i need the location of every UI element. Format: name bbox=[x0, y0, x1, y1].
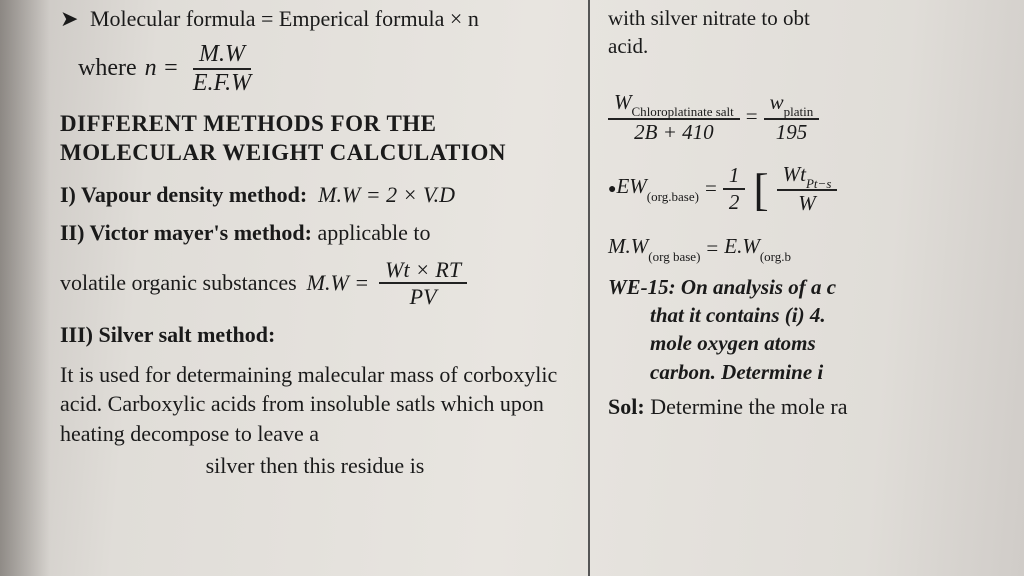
method-1: I) Vapour density method: M.W = 2 × V.D bbox=[60, 182, 570, 208]
ew-symbol: EW bbox=[616, 174, 646, 198]
method-3-label: III) Silver salt method: bbox=[60, 322, 275, 347]
pt-s-sub: Pt−s bbox=[806, 176, 831, 191]
method-1-label: I) Vapour density method: bbox=[60, 182, 307, 207]
method-2: II) Victor mayer's method: applicable to bbox=[60, 220, 570, 246]
wt-pt-fraction: WtPt−s W bbox=[777, 163, 838, 215]
where-n-equation: where n = M.W E.F.W bbox=[78, 42, 570, 96]
wtrt-over-pv-fraction: Wt × RT PV bbox=[379, 258, 467, 308]
w-symbol: w bbox=[770, 90, 784, 114]
volatile-text: volatile organic substances bbox=[60, 270, 297, 296]
fraction-numerator: M.W bbox=[193, 42, 251, 70]
sol-text: Determine the mole ra bbox=[645, 394, 848, 419]
ew-org-base-equation: ●EW(org.base) = 1 2 [ WtPt−s W bbox=[608, 163, 1024, 215]
fraction-numerator: 1 bbox=[723, 164, 746, 189]
worked-example-block: WE-15: On analysis of a c that it contai… bbox=[608, 273, 1024, 386]
frac-left: WChloroplatinate salt 2B + 410 bbox=[608, 91, 740, 143]
where-label: where bbox=[78, 55, 137, 82]
bullet-arrow-icon: ➤ bbox=[60, 6, 78, 31]
page: ➤ Molecular formula = Emperical formula … bbox=[0, 0, 1024, 576]
ew-symbol: E.W bbox=[724, 234, 760, 258]
molecular-formula-line: ➤ Molecular formula = Emperical formula … bbox=[60, 4, 570, 34]
fraction-numerator: WChloroplatinate salt bbox=[608, 91, 740, 120]
equals-sign: = bbox=[705, 176, 717, 201]
org-b-sub: (org.b bbox=[760, 249, 791, 264]
right-column: with silver nitrate to obt acid. WChloro… bbox=[590, 0, 1024, 576]
equals-sign: = bbox=[746, 104, 758, 129]
volatile-substances-line: volatile organic substances M.W = Wt × R… bbox=[60, 258, 570, 308]
chloroplatinate-equation: WChloroplatinate salt 2B + 410 = wplatin… bbox=[608, 91, 1024, 143]
equals-sign: = bbox=[706, 236, 718, 261]
fraction-numerator: WtPt−s bbox=[777, 163, 838, 192]
fraction-denominator: 2B + 410 bbox=[628, 120, 720, 143]
we-line4: carbon. Determine i bbox=[650, 360, 823, 384]
fraction-denominator: 195 bbox=[770, 120, 814, 143]
mw-equals: M.W = bbox=[307, 270, 370, 296]
silver-salt-body: It is used for determaining malecular ma… bbox=[60, 360, 570, 449]
ew-rhs: E.W(org.b bbox=[724, 234, 791, 262]
mw-lhs: M.W(org base) bbox=[608, 234, 700, 262]
n-equals: n = bbox=[145, 55, 179, 82]
org-base-sub: (org base) bbox=[648, 249, 700, 264]
fraction-numerator: Wt × RT bbox=[379, 258, 467, 284]
we-label: WE-15: bbox=[608, 275, 676, 299]
method-1-eq-text: M.W = 2 × V.D bbox=[318, 182, 455, 207]
method-3: III) Silver salt method: bbox=[60, 322, 570, 348]
mw-ew-equation: M.W(org base) = E.W(org.b bbox=[608, 234, 1024, 262]
left-column: ➤ Molecular formula = Emperical formula … bbox=[0, 0, 590, 576]
section-heading: DIFFERENT METHODS FOR THE MOLECULAR WEIG… bbox=[60, 110, 570, 168]
fraction-denominator: E.F.W bbox=[187, 70, 257, 96]
left-bracket-icon: [ bbox=[753, 172, 768, 209]
org-base-sub: (org.base) bbox=[647, 189, 699, 204]
we-line2: that it contains (i) 4. bbox=[650, 303, 826, 327]
acid-text: acid. bbox=[608, 34, 648, 58]
half-fraction: 1 2 bbox=[723, 164, 746, 212]
wt-symbol: Wt bbox=[783, 162, 806, 186]
we-line3: mole oxygen atoms bbox=[650, 331, 816, 355]
mw-over-efw-fraction: M.W E.F.W bbox=[187, 42, 257, 96]
method-2-text: applicable to bbox=[317, 220, 430, 245]
solution-line: Sol: Determine the mole ra bbox=[608, 392, 1024, 422]
molecular-formula-text: Molecular formula = Emperical formula × … bbox=[90, 6, 479, 31]
silver-salt-body-tail: silver then this residue is bbox=[60, 451, 570, 481]
fraction-denominator: 2 bbox=[723, 190, 746, 213]
ew-lhs: ●EW(org.base) bbox=[608, 174, 699, 202]
fraction-denominator: W bbox=[792, 191, 822, 214]
method-1-equation: M.W = 2 × V.D bbox=[313, 182, 455, 207]
frac-right: wplatin 195 bbox=[764, 91, 820, 143]
platin-sub: platin bbox=[784, 104, 814, 119]
w-symbol: W bbox=[614, 90, 632, 114]
we-line1: On analysis of a c bbox=[676, 275, 836, 299]
chloroplatinate-sub: Chloroplatinate salt bbox=[632, 104, 734, 119]
sol-label: Sol: bbox=[608, 394, 645, 419]
method-2-label: II) Victor mayer's method: bbox=[60, 220, 312, 245]
silver-nitrate-text: with silver nitrate to obt bbox=[608, 6, 810, 30]
fraction-numerator: wplatin bbox=[764, 91, 820, 120]
right-top-text: with silver nitrate to obt acid. bbox=[608, 4, 1024, 61]
fraction-denominator: PV bbox=[404, 284, 443, 308]
mw-symbol: M.W bbox=[608, 234, 648, 258]
